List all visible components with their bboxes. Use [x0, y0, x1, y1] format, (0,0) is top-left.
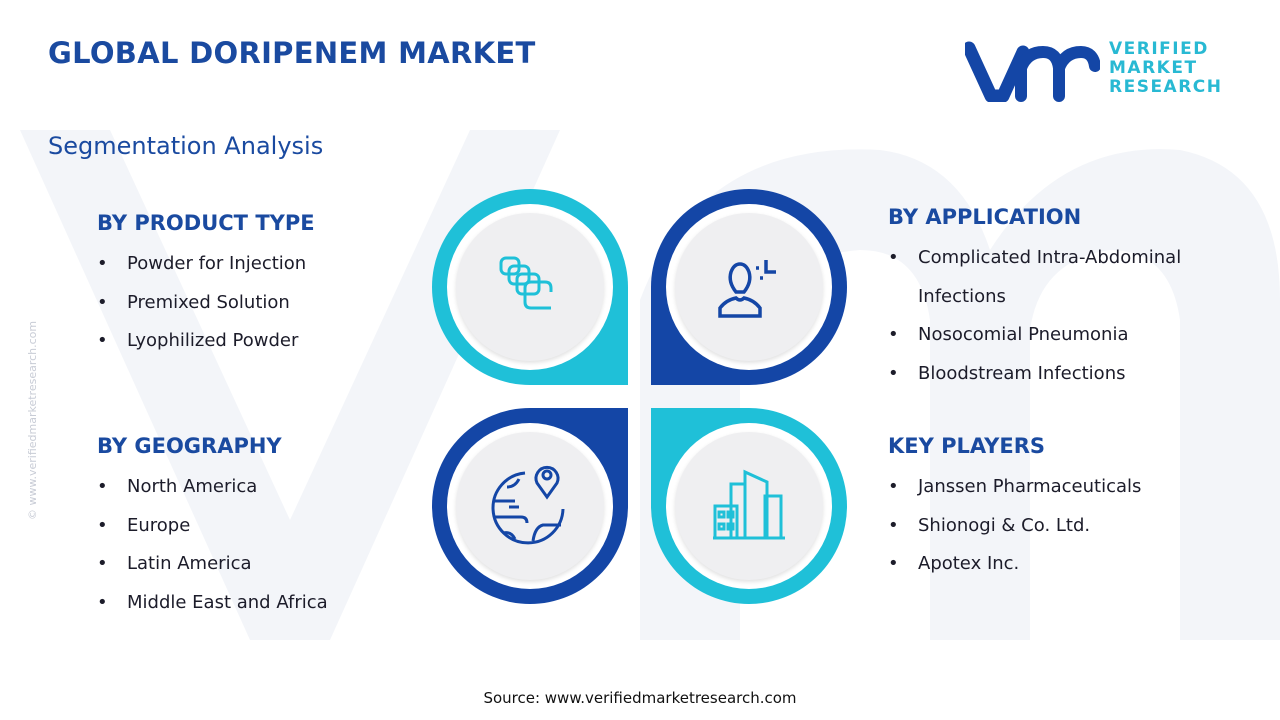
- capsules-icon: [499, 256, 553, 310]
- section-title: KEY PLAYERS: [888, 434, 1045, 458]
- key-players-quadrant: [651, 408, 847, 604]
- list-item: Bloodstream Infections: [888, 355, 1181, 394]
- section-title: BY GEOGRAPHY: [97, 434, 282, 458]
- section-title: BY PRODUCT TYPE: [97, 211, 315, 235]
- section-geography: BY GEOGRAPHY North America Europe Latin …: [97, 434, 328, 622]
- logo-line1: VERIFIED: [1109, 39, 1209, 59]
- geography-quadrant: [432, 408, 628, 604]
- product-type-quadrant: [432, 189, 628, 385]
- buildings-icon: [713, 469, 785, 540]
- list-item: Janssen Pharmaceuticals: [888, 468, 1141, 507]
- vmr-logo-mark: [962, 41, 1101, 103]
- list-item: Powder for Injection: [97, 245, 315, 284]
- section-application: BY APPLICATION Complicated Intra-Abdomin…: [888, 205, 1181, 393]
- list-item: Middle East and Africa: [97, 584, 328, 623]
- logo: VERIFIED MARKET RESEARCH: [962, 38, 1235, 103]
- section-key-players: KEY PLAYERS Janssen Pharmaceuticals Shio…: [888, 434, 1141, 584]
- source-footer: Source: www.verifiedmarketresearch.com: [483, 689, 797, 707]
- logo-line2: MARKET: [1109, 58, 1198, 78]
- list-item: Shionogi & Co. Ltd.: [888, 507, 1141, 546]
- list-item: Infections: [918, 285, 1006, 307]
- side-watermark: © www.verifiedmarketresearch.com: [26, 320, 39, 520]
- section-product-type: BY PRODUCT TYPE Powder for Injection Pre…: [97, 211, 315, 361]
- list-item: Complicated Intra-Abdominal: [888, 239, 1181, 278]
- globe-pin-icon: [491, 465, 565, 545]
- list-item: Europe: [97, 507, 328, 546]
- section-title: BY APPLICATION: [888, 205, 1082, 229]
- list-item: Apotex Inc.: [888, 545, 1141, 584]
- list-item: Nosocomial Pneumonia: [888, 316, 1181, 355]
- list-item: Lyophilized Powder: [97, 322, 315, 361]
- logo-line3: RESEARCH: [1109, 77, 1223, 97]
- page-subtitle: Segmentation Analysis: [48, 132, 324, 160]
- list-item: Latin America: [97, 545, 328, 584]
- list-item: Premixed Solution: [97, 284, 315, 323]
- list-item: North America: [97, 468, 328, 507]
- page-title: GLOBAL DORIPENEM MARKET: [48, 36, 536, 70]
- user-icon: [718, 260, 776, 318]
- application-quadrant: [651, 189, 847, 385]
